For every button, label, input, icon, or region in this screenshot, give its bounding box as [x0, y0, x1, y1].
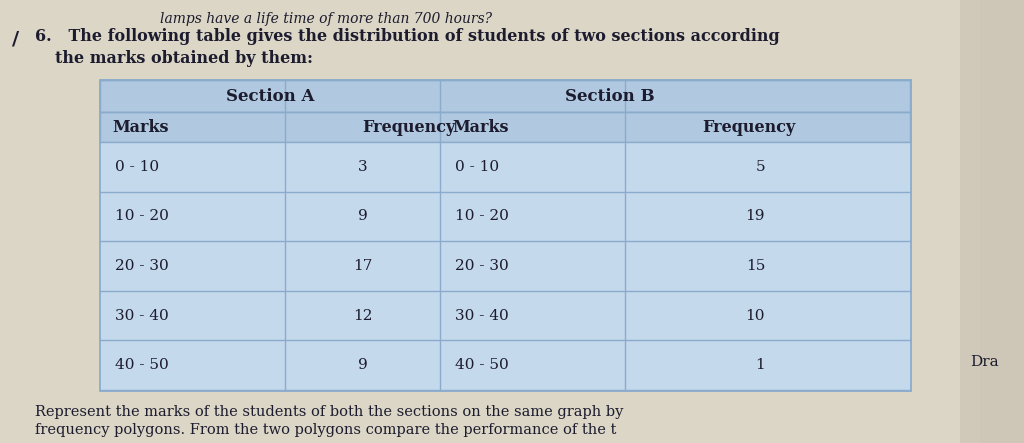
Bar — [100, 340, 910, 390]
Text: 5: 5 — [756, 160, 765, 174]
Text: 9: 9 — [357, 210, 368, 223]
Bar — [100, 291, 910, 340]
Text: Frequency: Frequency — [362, 118, 456, 136]
Bar — [100, 192, 910, 241]
Bar — [100, 80, 910, 112]
Text: 10 - 20: 10 - 20 — [115, 210, 169, 223]
Text: 12: 12 — [352, 309, 373, 323]
Text: Marks: Marks — [452, 118, 509, 136]
Text: 3: 3 — [357, 160, 368, 174]
Text: 10 - 20: 10 - 20 — [455, 210, 509, 223]
Text: Section B: Section B — [565, 88, 654, 105]
Text: 6.   The following table gives the distribution of students of two sections acco: 6. The following table gives the distrib… — [35, 28, 779, 45]
Bar — [100, 112, 910, 142]
Text: 40 - 50: 40 - 50 — [115, 358, 169, 372]
Text: 10: 10 — [745, 309, 765, 323]
Text: 17: 17 — [353, 259, 372, 273]
Text: lamps have a life time of more than 700 hours?: lamps have a life time of more than 700 … — [160, 12, 493, 26]
Text: 15: 15 — [745, 259, 765, 273]
Text: /: / — [12, 30, 19, 48]
Bar — [100, 142, 910, 192]
Text: frequency polygons. From the two polygons compare the performance of the t: frequency polygons. From the two polygon… — [35, 423, 616, 437]
Text: 30 - 40: 30 - 40 — [455, 309, 509, 323]
Text: 30 - 40: 30 - 40 — [115, 309, 169, 323]
Text: Dra: Dra — [970, 355, 998, 369]
Text: Section A: Section A — [225, 88, 314, 105]
Text: 20 - 30: 20 - 30 — [455, 259, 509, 273]
Text: 40 - 50: 40 - 50 — [455, 358, 509, 372]
Text: Marks: Marks — [112, 118, 169, 136]
Text: Represent the marks of the students of both the sections on the same graph by: Represent the marks of the students of b… — [35, 405, 628, 419]
Bar — [961, 0, 1024, 443]
Text: Frequency: Frequency — [702, 118, 796, 136]
Text: 0 - 10: 0 - 10 — [115, 160, 159, 174]
Text: 20 - 30: 20 - 30 — [115, 259, 169, 273]
Text: 0 - 10: 0 - 10 — [455, 160, 499, 174]
Text: 19: 19 — [745, 210, 765, 223]
Text: 9: 9 — [357, 358, 368, 372]
Bar — [100, 80, 910, 390]
Text: the marks obtained by them:: the marks obtained by them: — [55, 50, 313, 67]
Text: 1: 1 — [756, 358, 765, 372]
Bar — [100, 241, 910, 291]
